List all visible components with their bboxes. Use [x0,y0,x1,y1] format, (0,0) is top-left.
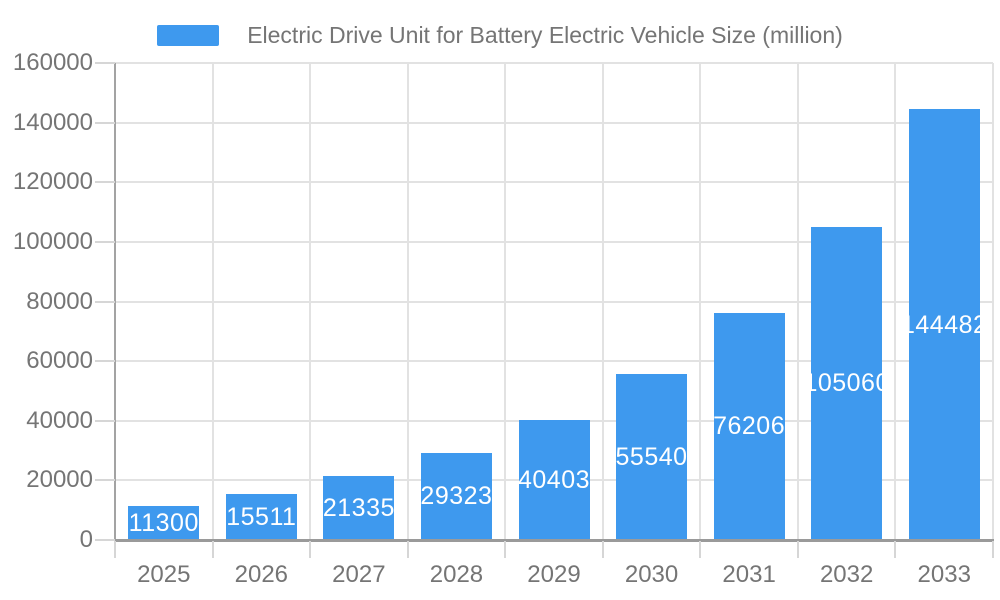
x-axis-label: 2027 [332,561,386,588]
y-axis-tick [95,121,115,124]
x-axis-tick [504,541,507,558]
h-gridline [115,360,993,363]
plot-area: 11300 15511 21335 29323 40403 55540 76206 10506… [115,62,994,540]
h-gridline [115,300,993,303]
v-gridline [309,63,312,540]
y-axis-tick [95,419,115,422]
v-gridline [601,63,604,540]
y-axis-label: 100000 [12,227,93,255]
v-gridline [894,63,897,540]
y-axis-tick [95,539,115,541]
x-axis-tick [406,541,409,558]
x-axis-tick [894,541,897,558]
y-axis-tick [95,360,115,363]
x-axis-label: 2028 [429,561,484,588]
legend: Electric Drive Unit for Battery Electric… [0,21,1000,49]
x-axis-tick [699,541,702,558]
y-axis-label: 20000 [26,466,93,494]
x-axis-line [114,539,994,542]
y-axis-label: 140000 [12,108,93,136]
x-axis-label: 2026 [234,561,289,588]
bar-2033[interactable] [908,109,980,540]
h-gridline [115,121,993,124]
v-gridline [796,63,799,540]
y-axis-tick [95,62,115,64]
bar-2025[interactable] [128,506,200,540]
bar-2031[interactable] [713,312,785,540]
bar-2028[interactable] [420,452,492,540]
x-axis-tick [309,541,312,558]
h-gridline [115,181,993,184]
bar-2032[interactable] [811,226,883,540]
bar-2027[interactable] [323,476,395,540]
x-axis-tick [992,541,994,558]
x-axis-label: 2032 [819,561,874,588]
y-axis-label: 60000 [26,347,93,375]
y-axis-label: 0 [79,526,93,553]
h-gridline [115,240,993,243]
bar-2030[interactable] [616,374,688,540]
x-axis-label: 2033 [917,561,971,588]
v-gridline [699,63,702,540]
legend-swatch-icon [157,24,220,46]
x-axis-tick [114,541,116,558]
bar-2029[interactable] [518,419,590,540]
x-axis-label: 2030 [624,561,679,588]
x-axis-tick [796,541,799,558]
v-gridline [211,63,214,540]
y-axis-tick [95,181,115,184]
x-axis-label: 2025 [137,561,191,588]
y-axis-label: 80000 [26,287,93,315]
legend-item[interactable]: Electric Drive Unit for Battery Electric… [157,22,843,49]
y-axis-line [114,63,116,540]
bar-2026[interactable] [225,493,297,540]
y-axis-label: 120000 [12,168,93,196]
x-axis-label: 2031 [722,561,776,588]
x-axis-label: 2029 [527,561,581,588]
x-axis-tick [211,541,214,558]
v-gridline [992,63,994,540]
y-axis-label: 40000 [26,406,93,434]
y-axis-tick [95,479,115,482]
x-axis-tick [601,541,604,558]
y-axis-tick [95,300,115,303]
v-gridline [406,63,409,540]
y-axis-label: 160000 [12,49,93,76]
y-axis-tick [95,240,115,243]
legend-label: Electric Drive Unit for Battery Electric… [247,21,843,48]
h-gridline [115,62,993,64]
v-gridline [504,63,507,540]
